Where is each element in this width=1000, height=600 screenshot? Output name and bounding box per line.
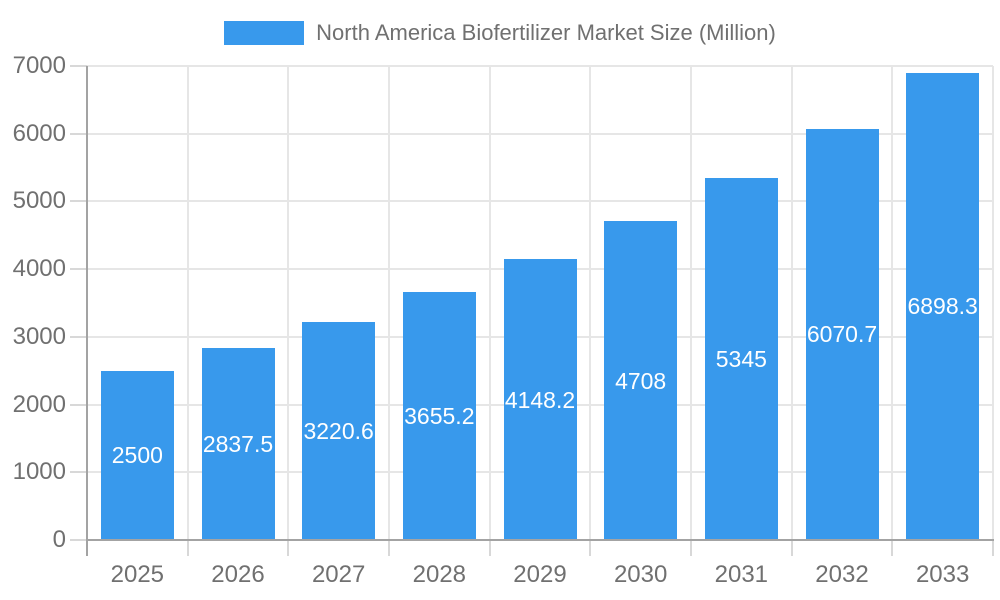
legend-label: North America Biofertilizer Market Size … <box>316 20 776 45</box>
bar <box>201 347 275 540</box>
x-gridline <box>388 66 390 540</box>
y-tick-label: 4000 <box>12 255 66 283</box>
x-tick <box>287 540 290 556</box>
x-tick-label: 2025 <box>110 561 165 588</box>
bar <box>402 292 476 540</box>
y-tick <box>70 132 87 135</box>
x-gridline <box>589 66 592 540</box>
x-gridline <box>790 66 793 540</box>
x-tick <box>891 540 894 556</box>
bar-value-label: 5345 <box>715 346 767 373</box>
y-tick-label: 1000 <box>12 458 66 486</box>
x-tick <box>690 540 692 556</box>
bar-value-label: 2500 <box>111 442 163 469</box>
y-tick-label: 3000 <box>12 322 66 350</box>
x-tick <box>388 540 390 556</box>
bar <box>302 321 376 540</box>
bar <box>906 72 980 540</box>
x-gridline <box>690 66 692 540</box>
x-tick-label: 2031 <box>714 561 769 588</box>
y-tick <box>70 268 87 271</box>
y-tick-label: 5000 <box>12 187 66 215</box>
y-tick-label: 2000 <box>12 390 66 418</box>
y-tick-label: 7000 <box>12 52 66 79</box>
x-tick <box>488 540 491 556</box>
bar-value-label: 2837.5 <box>202 430 274 457</box>
x-axis-line <box>86 539 994 541</box>
y-tick <box>70 539 87 541</box>
x-tick-label: 2032 <box>815 561 869 588</box>
x-gridline <box>186 66 189 540</box>
bar-value-label: 3220.6 <box>303 417 374 444</box>
y-gridline <box>87 200 993 203</box>
bar-value-label: 6898.3 <box>907 293 978 320</box>
bar-value-label: 3655.2 <box>404 403 475 430</box>
legend-swatch-icon <box>224 21 305 45</box>
y-tick-label: 6000 <box>12 119 66 147</box>
bar-value-label: 4708 <box>615 367 667 394</box>
y-tick <box>70 335 87 338</box>
y-tick <box>70 403 87 406</box>
bar-value-label: 6070.7 <box>806 321 878 348</box>
x-gridline <box>992 66 994 540</box>
x-tick-label: 2027 <box>311 561 366 588</box>
x-tick-label: 2033 <box>915 561 970 588</box>
bar <box>100 370 174 540</box>
x-tick-label: 2029 <box>513 561 567 588</box>
x-gridline <box>891 66 894 540</box>
bar <box>503 259 577 540</box>
x-tick <box>790 540 793 556</box>
bar <box>805 128 879 540</box>
bar-value-label: 4148.2 <box>504 386 576 413</box>
y-tick <box>70 200 87 203</box>
y-axis-line <box>86 66 88 556</box>
legend: North America Biofertilizer Market Size … <box>0 20 1000 46</box>
y-gridline <box>87 65 993 67</box>
x-gridline <box>488 66 491 540</box>
x-tick-label: 2026 <box>211 561 265 588</box>
y-gridline <box>87 132 993 135</box>
bar <box>604 221 678 540</box>
bar <box>704 178 778 540</box>
x-tick <box>186 540 189 556</box>
x-tick <box>589 540 592 556</box>
y-tick-label: 0 <box>52 526 66 553</box>
x-tick <box>992 540 994 556</box>
y-tick <box>70 65 87 67</box>
x-tick-label: 2030 <box>613 561 668 588</box>
x-gridline <box>287 66 290 540</box>
x-tick-label: 2028 <box>412 561 467 588</box>
y-tick <box>70 471 87 474</box>
